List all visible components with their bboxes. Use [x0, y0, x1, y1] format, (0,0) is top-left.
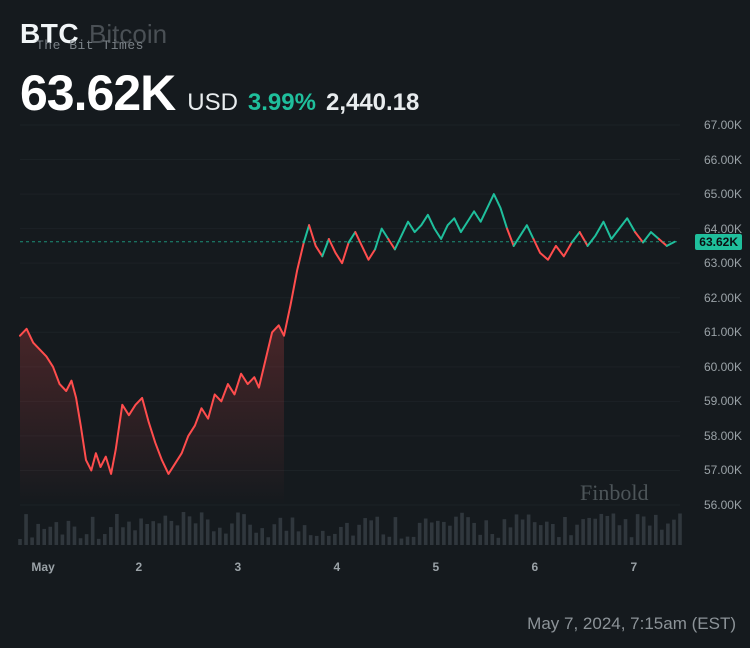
x-tick: 3: [234, 560, 241, 574]
x-axis: May 2 3 4 5 6 7: [20, 560, 680, 580]
watermark-brand-top: The Bit Times: [36, 38, 144, 53]
x-tick: 5: [432, 560, 439, 574]
last-price: 63.62K: [20, 64, 175, 122]
percent-change: 3.99%: [248, 89, 316, 117]
y-tick: 59.00K: [682, 394, 742, 408]
quote-header: BTC Bitcoin 63.62K USD 3.99% 2,440.18: [20, 18, 419, 122]
current-price-tag: 63.62K: [695, 234, 742, 250]
y-tick: 58.00K: [682, 429, 742, 443]
absolute-change: 2,440.18: [326, 89, 419, 117]
x-tick: 4: [333, 560, 340, 574]
price-chart[interactable]: Finbold: [20, 125, 680, 545]
x-tick: May: [31, 560, 54, 574]
y-tick: 56.00K: [682, 498, 742, 512]
watermark-brand: Finbold: [580, 480, 648, 506]
y-tick: 65.00K: [682, 187, 742, 201]
y-tick: 63.00K: [682, 256, 742, 270]
x-tick: 2: [135, 560, 142, 574]
y-tick: 57.00K: [682, 463, 742, 477]
y-axis: 56.00K 57.00K 58.00K 59.00K 60.00K 61.00K 62.0…: [682, 125, 742, 545]
x-tick: 7: [630, 560, 637, 574]
y-tick: 62.00K: [682, 291, 742, 305]
timestamp-label: May 7, 2024, 7:15am (EST): [527, 614, 736, 634]
currency-label: USD: [187, 89, 238, 117]
y-tick: 66.00K: [682, 153, 742, 167]
y-tick: 61.00K: [682, 325, 742, 339]
y-tick: 67.00K: [682, 118, 742, 132]
y-tick: 60.00K: [682, 360, 742, 374]
x-tick: 6: [531, 560, 538, 574]
